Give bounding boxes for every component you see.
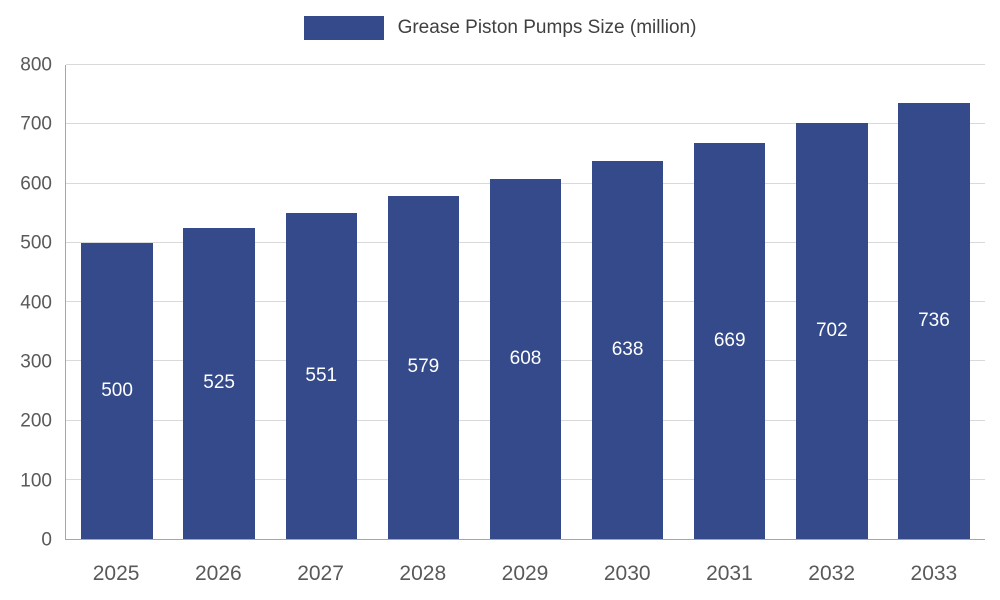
gridline <box>66 64 985 65</box>
bar: 551 <box>285 212 357 539</box>
x-tick-label: 2028 <box>399 562 447 585</box>
y-tick-label: 300 <box>20 351 52 373</box>
y-tick-label: 800 <box>20 54 52 76</box>
y-tick-label: 0 <box>41 529 52 551</box>
legend: Grease Piston Pumps Size (million) <box>0 16 1000 40</box>
y-tick-label: 700 <box>20 113 52 135</box>
bar-value-label: 551 <box>305 364 338 386</box>
y-tick-label: 400 <box>20 292 52 313</box>
bar: 702 <box>796 123 868 539</box>
bar-value-label: 638 <box>611 339 644 360</box>
bar-value-label: 702 <box>815 320 848 342</box>
bar: 608 <box>489 178 562 539</box>
x-tick-label: 2030 <box>603 562 651 585</box>
x-tick-label: 2032 <box>808 562 856 585</box>
plot-area: 500 525 551 579 608 638 669 702 736 <box>65 64 985 540</box>
bar: 669 <box>693 142 766 539</box>
bar-value-label: 608 <box>509 347 542 369</box>
bar: 579 <box>387 195 460 539</box>
y-tick-label: 600 <box>20 173 52 195</box>
bar: 736 <box>898 102 970 539</box>
y-tick-label: 500 <box>20 232 52 254</box>
y-tick-label: 100 <box>20 470 52 492</box>
y-tick-label: 200 <box>20 410 52 432</box>
y-axis: 0 100 200 300 400 500 600 700 800 <box>0 56 58 550</box>
bar: 525 <box>183 227 255 539</box>
legend-label: Grease Piston Pumps Size (million) <box>397 17 697 38</box>
legend-swatch <box>303 16 384 40</box>
bar: 638 <box>591 161 664 539</box>
bar-value-label: 579 <box>407 356 440 378</box>
bar: 500 <box>81 242 153 539</box>
x-tick-label: 2029 <box>501 562 549 585</box>
gridline <box>66 123 985 125</box>
x-axis: 2025 2026 2027 2028 2029 2030 2031 2032 2033 <box>65 558 985 590</box>
x-tick-label: 2026 <box>194 562 242 585</box>
x-tick-label: 2027 <box>297 562 344 585</box>
bar-value-label: 736 <box>918 309 950 331</box>
x-tick-label: 2025 <box>92 562 140 585</box>
bar-value-label: 669 <box>713 329 746 351</box>
bar-value-label: 525 <box>203 372 235 394</box>
x-tick-label: 2031 <box>706 562 753 585</box>
bar-value-label: 500 <box>101 379 133 401</box>
x-tick-label: 2033 <box>910 562 958 585</box>
